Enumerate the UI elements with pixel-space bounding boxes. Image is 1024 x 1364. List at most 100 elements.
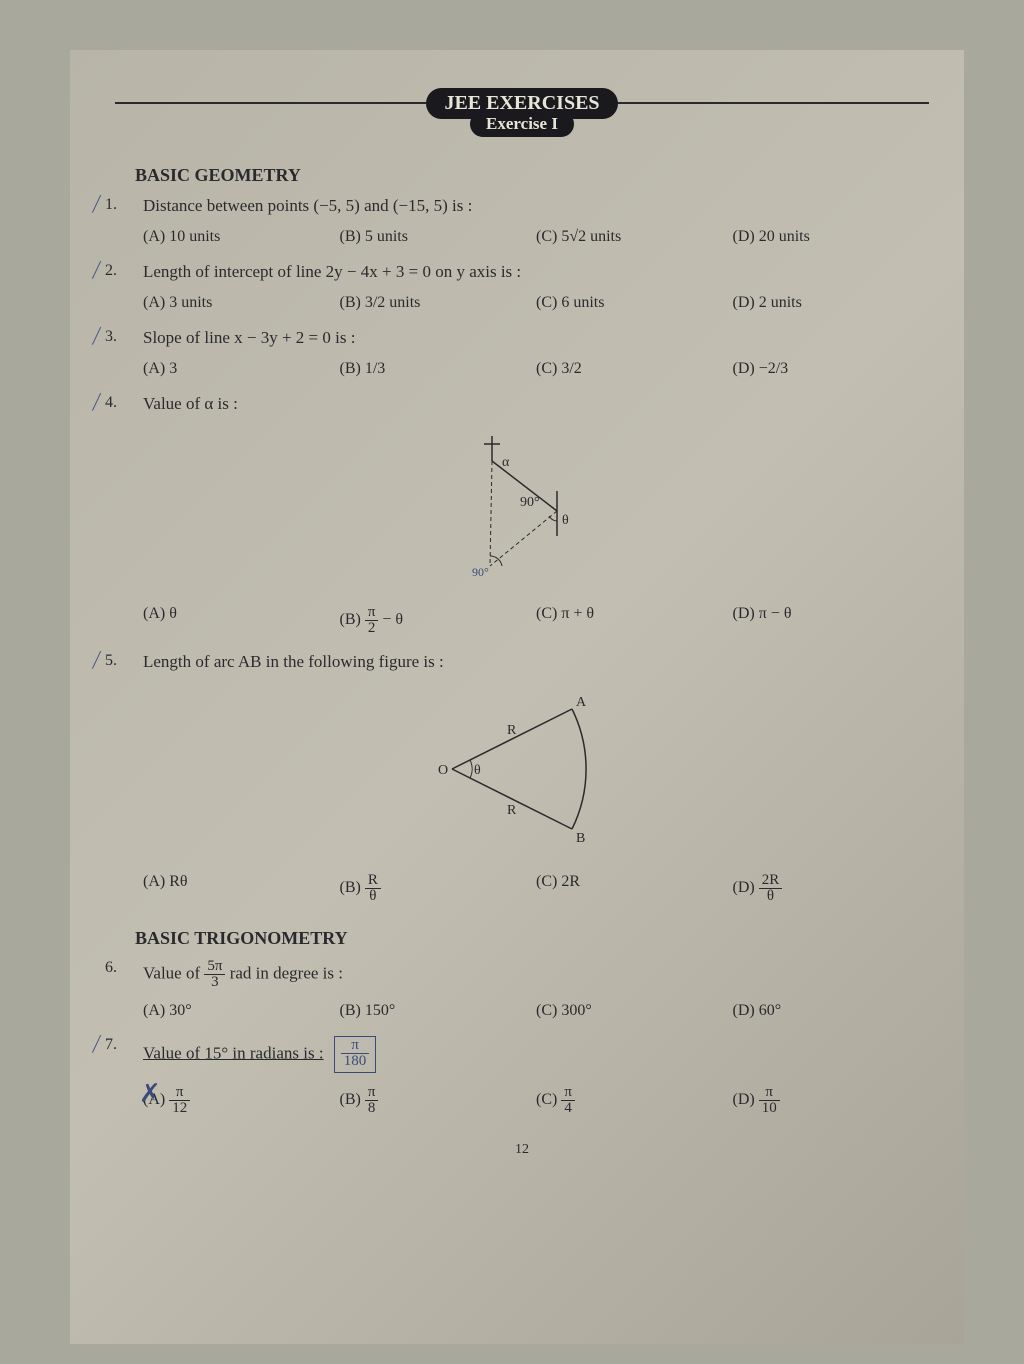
q6-den: 3	[204, 975, 225, 990]
frac-icon: π 10	[759, 1085, 780, 1116]
q6-post: rad in degree is :	[230, 963, 343, 982]
section-trig: BASIC TRIGONOMETRY	[135, 928, 929, 949]
qnum-7: 7.	[105, 1036, 117, 1054]
qnum-3: 3.	[105, 328, 117, 346]
frac-icon: π 8	[365, 1085, 379, 1116]
opt-5B-pre: (B)	[340, 879, 365, 896]
qtext-4: Value of α is :	[143, 394, 929, 414]
opt-7D: (D) π 10	[733, 1083, 930, 1122]
opt-6D: (D) 60°	[733, 1000, 930, 1026]
opt-7B-num: π	[365, 1085, 379, 1101]
page: JEE EXERCISES Exercise I BASIC GEOMETRY …	[70, 50, 964, 1344]
A-label: A	[576, 695, 587, 710]
opt-7D-pre: (D)	[733, 1091, 759, 1108]
opt-7C-num: π	[561, 1085, 575, 1101]
opt-5A: (A) Rθ	[143, 871, 340, 910]
opt-7D-num: π	[759, 1085, 780, 1101]
q7-text: Value of 15° in radians is :	[143, 1043, 324, 1062]
opt-4D: (D) π − θ	[733, 603, 930, 642]
opt-3D: (D) −2/3	[733, 358, 930, 384]
pen-mark-icon: ⟋	[87, 259, 106, 285]
question-7: ⟋ 7. Value of 15° in radians is : π 180 …	[115, 1036, 929, 1122]
ninety-hand: 90°	[472, 565, 489, 579]
theta-label: θ	[562, 513, 569, 528]
opt-6C: (C) 300°	[536, 1000, 733, 1026]
section-geometry: BASIC GEOMETRY	[135, 165, 929, 186]
opt-5B-num: R	[365, 873, 381, 889]
qtext-6: Value of 5π 3 rad in degree is :	[143, 959, 929, 990]
qtext-3: Slope of line x − 3y + 2 = 0 is :	[143, 328, 929, 348]
opt-2C: (C) 6 units	[536, 292, 733, 318]
qtext-1: Distance between points (−5, 5) and (−15…	[143, 196, 929, 216]
ninety-label: 90°	[520, 495, 540, 510]
question-3: ⟋ 3. Slope of line x − 3y + 2 = 0 is : (…	[115, 328, 929, 384]
R2-label: R	[507, 803, 517, 818]
opt-7A-den: 12	[169, 1101, 190, 1116]
options-7: ✗ (A) π 12 (B) π 8 (C) π 4	[143, 1083, 929, 1122]
opt-3C: (C) 3/2	[536, 358, 733, 384]
opt-7D-den: 10	[759, 1101, 780, 1116]
opt-2A: (A) 3 units	[143, 292, 340, 318]
opt-2B: (B) 3/2 units	[340, 292, 537, 318]
sub-title-pill: Exercise I	[470, 111, 574, 137]
opt-5D-pre: (D)	[733, 879, 759, 896]
qnum-5: 5.	[105, 652, 117, 670]
opt-7A-num: π	[169, 1085, 190, 1101]
opt-3B: (B) 1/3	[340, 358, 537, 384]
frac-icon: R θ	[365, 873, 381, 904]
opt-4B-num: π	[365, 605, 379, 621]
opt-2D: (D) 2 units	[733, 292, 930, 318]
question-1: ⟋ 1. Distance between points (−5, 5) and…	[115, 196, 929, 252]
frac-icon: π 12	[169, 1085, 190, 1116]
opt-7C-den: 4	[561, 1101, 575, 1116]
theta5-label: θ	[474, 763, 481, 778]
opt-4B-post: − θ	[382, 611, 403, 628]
opt-7A: ✗ (A) π 12	[143, 1083, 340, 1122]
opt-7C-pre: (C)	[536, 1091, 561, 1108]
figure-q4: α 90° θ 90°	[115, 426, 929, 591]
question-2: ⟋ 2. Length of intercept of line 2y − 4x…	[115, 262, 929, 318]
opt-5B: (B) R θ	[340, 871, 537, 910]
pen-mark-icon: ⟋	[87, 1033, 106, 1059]
question-5: ⟋ 5. Length of arc AB in the following f…	[115, 652, 929, 910]
opt-1B: (B) 5 units	[340, 226, 537, 252]
page-number: 12	[115, 1142, 929, 1158]
opt-1C: (C) 5√2 units	[536, 226, 733, 252]
qtext-7: Value of 15° in radians is : π 180	[143, 1036, 929, 1073]
frac-icon: π 180	[341, 1038, 370, 1069]
options-5: (A) Rθ (B) R θ (C) 2R (D) 2R θ	[143, 871, 929, 910]
frac-icon: π 2	[365, 605, 379, 636]
opt-1A: (A) 10 units	[143, 226, 340, 252]
options-4: (A) θ (B) π 2 − θ (C) π + θ (D) π − θ	[143, 603, 929, 642]
pen-mark-icon: ⟋	[87, 325, 106, 351]
q6-num: 5π	[204, 959, 225, 975]
opt-7B-pre: (B)	[340, 1091, 365, 1108]
B-label: B	[576, 831, 585, 846]
hand-num: π	[341, 1038, 370, 1054]
opt-4A: (A) θ	[143, 603, 340, 642]
header: JEE EXERCISES Exercise I	[115, 102, 929, 149]
pen-mark-icon: ⟋	[87, 649, 106, 675]
alpha-label: α	[502, 455, 510, 470]
figure-q5: O A B R R θ	[115, 684, 929, 859]
pen-mark-icon: ⟋	[87, 391, 106, 417]
opt-7C: (C) π 4	[536, 1083, 733, 1122]
opt-4B-den: 2	[365, 621, 379, 636]
qnum-2: 2.	[105, 262, 117, 280]
handwritten-box: π 180	[334, 1036, 377, 1073]
cross-out-icon: ✗	[139, 1079, 161, 1109]
frac-icon: 5π 3	[204, 959, 225, 990]
qnum-6: 6.	[105, 959, 117, 977]
options-3: (A) 3 (B) 1/3 (C) 3/2 (D) −2/3	[143, 358, 929, 384]
question-6: 6. Value of 5π 3 rad in degree is : (A) …	[115, 959, 929, 1026]
options-1: (A) 10 units (B) 5 units (C) 5√2 units (…	[143, 226, 929, 252]
opt-3A: (A) 3	[143, 358, 340, 384]
opt-7B: (B) π 8	[340, 1083, 537, 1122]
qnum-1: 1.	[105, 196, 117, 214]
opt-6A: (A) 30°	[143, 1000, 340, 1026]
opt-6B: (B) 150°	[340, 1000, 537, 1026]
opt-5D-num: 2R	[759, 873, 783, 889]
frac-icon: π 4	[561, 1085, 575, 1116]
hand-den: 180	[341, 1054, 370, 1069]
O-label: O	[438, 763, 448, 778]
